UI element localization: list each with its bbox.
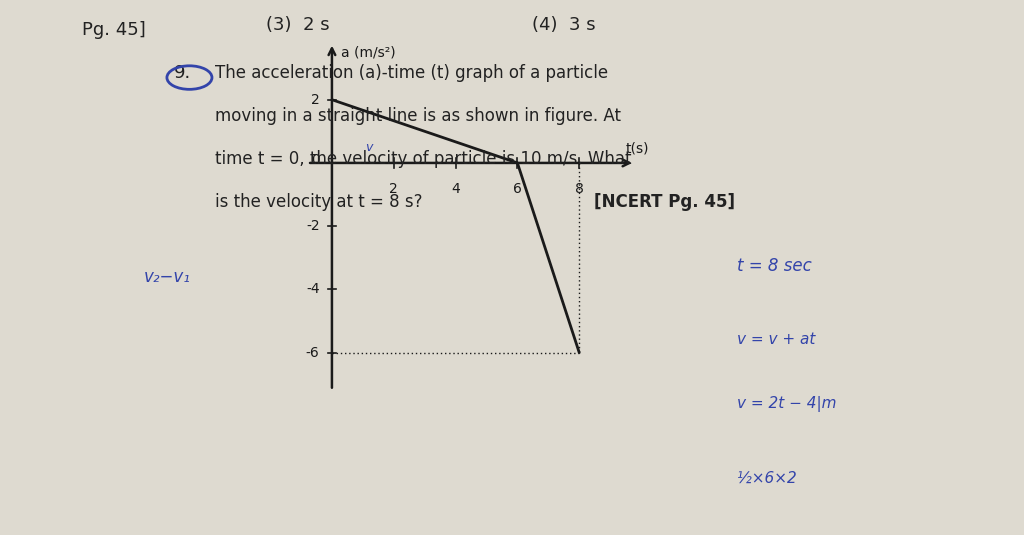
Text: -4: -4 <box>306 282 319 296</box>
Text: t = 8 sec: t = 8 sec <box>737 257 812 275</box>
Text: time t = 0, the velocity of particle is 10 m/s. What: time t = 0, the velocity of particle is … <box>215 150 632 168</box>
Text: 6: 6 <box>513 182 522 196</box>
Text: The acceleration (a)-time (t) graph of a particle: The acceleration (a)-time (t) graph of a… <box>215 64 608 82</box>
Text: moving in a straight line is as shown in figure. At: moving in a straight line is as shown in… <box>215 107 621 125</box>
Text: Pg. 45]: Pg. 45] <box>82 21 145 40</box>
Text: 9.: 9. <box>174 64 191 82</box>
Text: 2: 2 <box>311 93 319 106</box>
Text: (4)  3 s: (4) 3 s <box>532 16 596 34</box>
Text: is the velocity at t = 8 s?: is the velocity at t = 8 s? <box>215 193 423 211</box>
Text: (3)  2 s: (3) 2 s <box>266 16 330 34</box>
Text: 8: 8 <box>574 182 584 196</box>
Text: 4: 4 <box>452 182 460 196</box>
Text: 0: 0 <box>311 153 319 167</box>
Text: v = 2t − 4|m: v = 2t − 4|m <box>737 396 837 412</box>
Text: 2: 2 <box>389 182 398 196</box>
Text: v: v <box>366 141 373 154</box>
Text: -2: -2 <box>306 219 319 233</box>
Text: [NCERT Pg. 45]: [NCERT Pg. 45] <box>594 193 735 211</box>
Text: -6: -6 <box>306 346 319 360</box>
Text: v = v + at: v = v + at <box>737 332 816 347</box>
Text: v₂−v₁: v₂−v₁ <box>143 268 190 286</box>
Text: t(s): t(s) <box>626 142 649 156</box>
Text: ½×6×2: ½×6×2 <box>737 471 797 486</box>
Text: a (m/s²): a (m/s²) <box>341 46 396 60</box>
